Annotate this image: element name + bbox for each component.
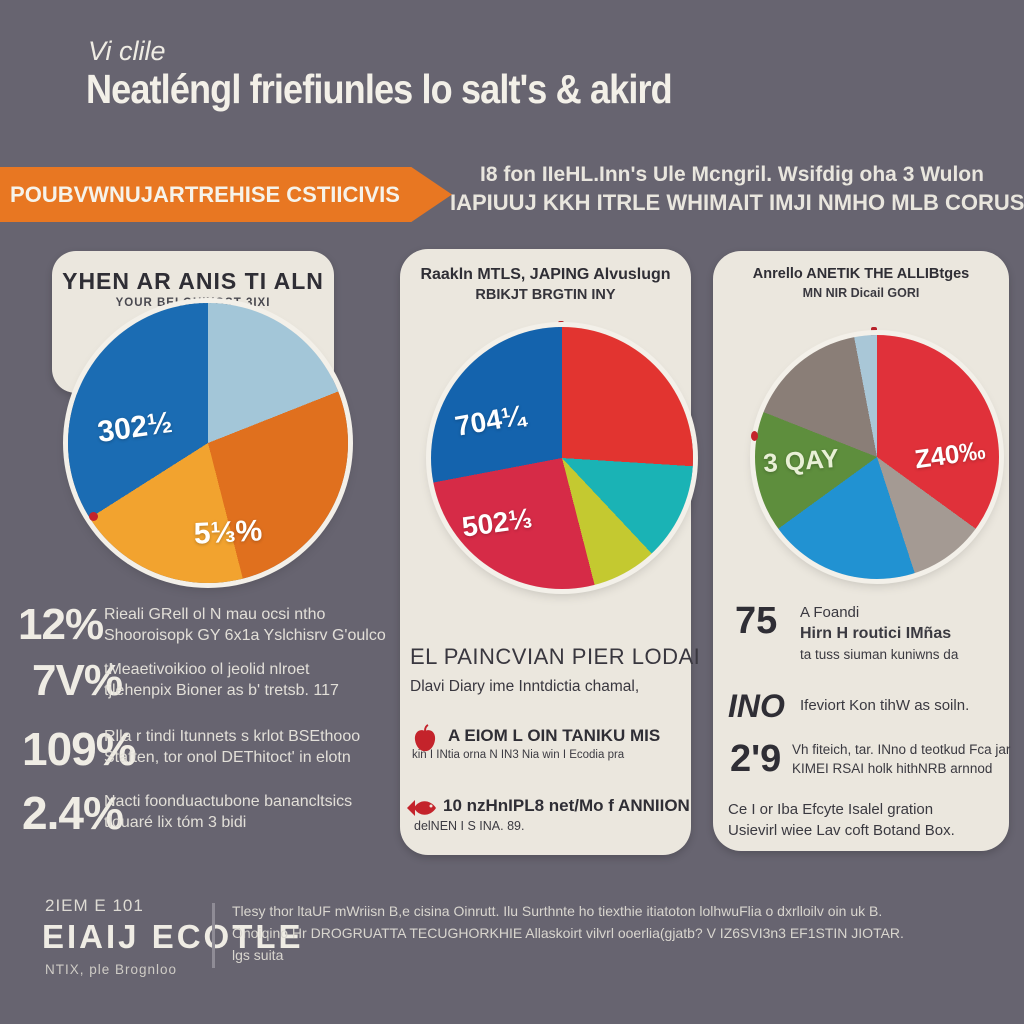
fish-icon xyxy=(406,796,438,820)
card-2-bullet-1-title: A EIOM L OIN TANIKU MIS xyxy=(448,726,661,745)
card-3-title: Anrello ANETIK THE ALLIBtges xyxy=(752,266,970,282)
card-3-stat-3-value: 2'9 xyxy=(730,738,782,780)
footer-brand-sub: NTIX, ple Brognloo xyxy=(45,962,178,977)
card-3-stat-1-line2: Hirn H routici IMñas xyxy=(800,625,952,642)
footer-brand: EIAIJ ECOTLE xyxy=(42,918,304,955)
pie-1-red-marker xyxy=(89,512,98,521)
pie-3-label-green: 3 QAY xyxy=(762,442,840,479)
card-2-title: Raakln MTLS, JAPING Alvuslugn xyxy=(420,266,671,283)
page-title: Neatléngl friefiunles lo salt's & akird xyxy=(86,66,673,112)
pie-3-red-marker xyxy=(751,431,758,441)
pie-2-label-crimson: 502⅓ xyxy=(460,502,534,543)
orange-ribbon xyxy=(0,167,452,222)
card-3-stat-2-value: INO xyxy=(728,688,785,724)
card-3-stat-4-line1: Ce I or Iba Efcyte Isalel gration xyxy=(728,801,934,818)
card-3-stat-1-value: 75 xyxy=(735,600,778,642)
pie-chart-1: 302½ 5⅓% xyxy=(68,303,348,583)
card-3-stat-3-line2: KIMEI RSAI holk hithNRB arnnod xyxy=(792,761,993,776)
pie-chart-3: Z40‰ 3 QAY xyxy=(755,335,999,579)
card-3-stat-1-line3: ta tuss siuman kuniwns da xyxy=(800,647,959,662)
card-3-subtitle: MN NIR Dicail GORI xyxy=(802,286,920,300)
pie-1-label-amber: 5⅓% xyxy=(192,514,263,551)
footer-paragraph-line2: Onoiqino Hr DROGRUATTA TECUGHORKHIE Alla… xyxy=(232,925,904,941)
card-2-section-subtitle: Dlavi Diary ime Inntdictia chamal, xyxy=(410,678,640,695)
card-3-stat-3-line1: Vh fiteich, tar. INno d teotkud Fca jar xyxy=(792,742,1011,757)
pie-2-label-blue: 704¼ xyxy=(452,399,528,442)
pie-3-label-red: Z40‰ xyxy=(912,434,988,475)
pie-1-label-blue: 302½ xyxy=(95,405,175,450)
pie-chart-2: 704¼ 502⅓ xyxy=(431,327,693,589)
banner-right-line1: I8 fon IIeHL.Inn's Ule Mcngril. Wsifdig … xyxy=(480,163,984,186)
stat-row-2-line1: tMeaetivoikioo ol jeolid nlroet xyxy=(104,661,310,678)
card-2-bullet-2-sub: delNEN I S INA. 89. xyxy=(414,819,525,833)
card-3-stat-1-line1: A Foandi xyxy=(800,604,860,621)
footer-paragraph-line1: Tlesy thor ltaUF mWriisn B,e cisina Oinr… xyxy=(232,903,883,919)
stat-row-3-line2: Staften, tor onol DEThitoct' in elotn xyxy=(104,749,351,766)
card-2-bullet-2-title: 10 nzHnIPL8 net/Mo f ANNIION xyxy=(443,796,690,815)
apple-icon xyxy=(412,724,438,754)
stat-row-1-line1: Rieali GRell ol N mau ocsi ntho xyxy=(104,606,326,623)
stat-row-1-value: 12% xyxy=(18,600,104,649)
stat-row-4-line1: Nacti foonduactubone banancltsics xyxy=(104,793,353,810)
footer-brand-top: 2IEM E 101 xyxy=(45,896,144,915)
footer-paragraph-line3: lgs suita xyxy=(232,947,284,963)
stat-row-3-value: 109% xyxy=(22,723,137,775)
card-1-title: YHEN AR ANIS TI ALN xyxy=(62,268,324,294)
stat-row-2-line2: tjlehenpix Bioner as b' tretsb. 117 xyxy=(104,682,339,699)
card-3-stat-2-line1: Ifeviort Kon tihW as soiln. xyxy=(800,697,970,714)
card-2-subtitle: RBIKJT BRGTIN INY xyxy=(475,287,616,303)
stat-row-4-value: 2.4% xyxy=(22,787,124,839)
stat-row-3-line1: Rlla r tindi Itunnets s krlot BSEthooo xyxy=(104,728,361,745)
card-2-section-title: EL PAINCVIAN PIER LODAI xyxy=(410,644,701,669)
stat-row-4-line2: tlouaré lix tóm 3 bidi xyxy=(104,814,247,831)
card-2-bullet-1-sub: kin I INtia orna N IN3 Nia win I Ecodia … xyxy=(412,749,625,761)
stat-row-1-line2: Shooroisopk GY 6x1a Yslchisrv G'oulco xyxy=(104,627,386,644)
banner-right-line2: IAPIUUJ KKH ITRLE WHIMAIT IMJI NMHO MLB … xyxy=(450,190,1024,215)
card-3-stat-4-line2: Usievirl wiee Lav coft Botand Box. xyxy=(728,822,955,839)
ribbon-label: POUBVWNUJARTREHISE CSTIICIVIS xyxy=(10,182,400,207)
banner-right-text: I8 fon IIeHL.Inn's Ule Mcngril. Wsifdig … xyxy=(450,163,1024,216)
eyebrow-text: Vi clile xyxy=(88,36,166,66)
stat-row-2-value: 7V% xyxy=(32,656,123,705)
footer-divider xyxy=(212,903,215,968)
